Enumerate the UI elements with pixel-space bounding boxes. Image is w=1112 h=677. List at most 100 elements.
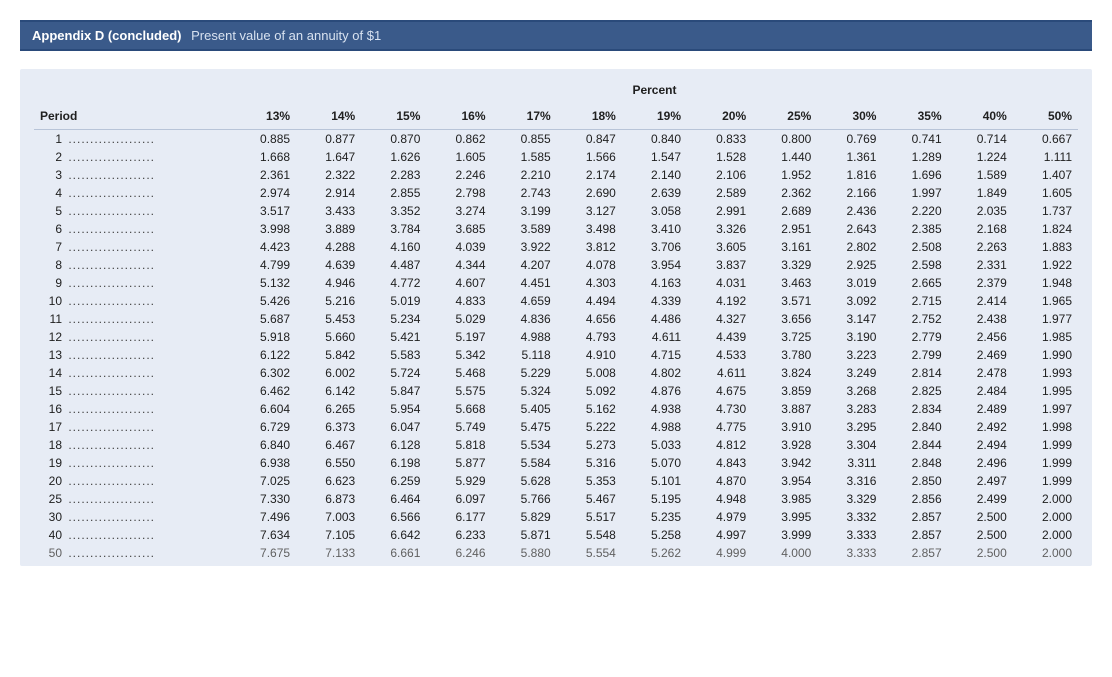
value-cell: 2.974: [231, 184, 296, 202]
table-row: 16 ....................6.6046.2655.9545.…: [34, 400, 1078, 418]
value-cell: 2.752: [882, 310, 947, 328]
value-cell: 1.289: [882, 148, 947, 166]
table-row: 25 ....................7.3306.8736.4646.…: [34, 490, 1078, 508]
value-cell: 2.643: [817, 220, 882, 238]
period-label: 12: [40, 330, 64, 344]
period-label: 17: [40, 420, 64, 434]
value-cell: 2.174: [557, 166, 622, 184]
value-cell: 2.497: [948, 472, 1013, 490]
value-cell: 2.331: [948, 256, 1013, 274]
value-cell: 2.508: [882, 238, 947, 256]
value-cell: 4.910: [557, 346, 622, 364]
value-cell: 3.928: [752, 436, 817, 454]
period-label: 10: [40, 294, 64, 308]
value-cell: 1.999: [1013, 436, 1078, 454]
value-cell: 2.639: [622, 184, 687, 202]
value-cell: 7.003: [296, 508, 361, 526]
value-cell: 4.799: [231, 256, 296, 274]
value-cell: 4.775: [687, 418, 752, 436]
period-cell: 18 ....................: [34, 436, 231, 454]
value-cell: 4.163: [622, 274, 687, 292]
value-cell: 1.605: [1013, 184, 1078, 202]
value-cell: 4.812: [687, 436, 752, 454]
value-cell: 5.222: [557, 418, 622, 436]
value-cell: 4.802: [622, 364, 687, 382]
value-cell: 3.999: [752, 526, 817, 544]
value-cell: 3.295: [817, 418, 882, 436]
leader-dots: ....................: [64, 330, 155, 344]
value-cell: 5.929: [426, 472, 491, 490]
value-cell: 6.198: [361, 454, 426, 472]
value-cell: 2.500: [948, 508, 1013, 526]
value-cell: 3.910: [752, 418, 817, 436]
value-cell: 1.990: [1013, 346, 1078, 364]
value-cell: 3.147: [817, 310, 882, 328]
value-cell: 2.798: [426, 184, 491, 202]
value-cell: 5.724: [361, 364, 426, 382]
period-cell: 3 ....................: [34, 166, 231, 184]
value-cell: 3.922: [492, 238, 557, 256]
value-cell: 4.997: [687, 526, 752, 544]
value-cell: 4.039: [426, 238, 491, 256]
value-cell: 1.952: [752, 166, 817, 184]
value-cell: 4.988: [492, 328, 557, 346]
period-label: 4: [40, 186, 64, 200]
value-cell: 7.133: [296, 544, 361, 562]
value-cell: 1.816: [817, 166, 882, 184]
value-cell: 6.265: [296, 400, 361, 418]
value-cell: 5.847: [361, 382, 426, 400]
table-wrap: Percent Period 13%14%15%16%17%18%19%20%2…: [20, 69, 1092, 566]
value-cell: 2.848: [882, 454, 947, 472]
value-cell: 6.002: [296, 364, 361, 382]
value-cell: 5.818: [426, 436, 491, 454]
period-label: 8: [40, 258, 64, 272]
col-header-12: 50%: [1013, 105, 1078, 130]
title-strong: Appendix D (concluded): [32, 28, 182, 43]
period-cell: 40 ....................: [34, 526, 231, 544]
value-cell: 5.273: [557, 436, 622, 454]
table-row: 5 ....................3.5173.4333.3523.2…: [34, 202, 1078, 220]
period-cell: 7 ....................: [34, 238, 231, 256]
value-cell: 2.840: [882, 418, 947, 436]
value-cell: 2.484: [948, 382, 1013, 400]
col-header-11: 40%: [948, 105, 1013, 130]
col-header-7: 20%: [687, 105, 752, 130]
title-sub: Present value of an annuity of $1: [191, 28, 381, 43]
leader-dots: ....................: [64, 474, 155, 488]
value-cell: 3.333: [817, 526, 882, 544]
value-cell: 5.162: [557, 400, 622, 418]
leader-dots: ....................: [64, 258, 155, 272]
period-label: 19: [40, 456, 64, 470]
value-cell: 2.489: [948, 400, 1013, 418]
value-cell: 3.942: [752, 454, 817, 472]
super-header-spacer: [34, 79, 231, 105]
value-cell: 2.283: [361, 166, 426, 184]
period-cell: 25 ....................: [34, 490, 231, 508]
value-cell: 3.223: [817, 346, 882, 364]
value-cell: 5.262: [622, 544, 687, 562]
value-cell: 4.192: [687, 292, 752, 310]
value-cell: 2.362: [752, 184, 817, 202]
leader-dots: ....................: [64, 456, 155, 470]
value-cell: 5.687: [231, 310, 296, 328]
table-row: 1 ....................0.8850.8770.8700.8…: [34, 130, 1078, 149]
value-cell: 2.000: [1013, 544, 1078, 562]
col-header-4: 17%: [492, 105, 557, 130]
value-cell: 0.862: [426, 130, 491, 149]
value-cell: 1.977: [1013, 310, 1078, 328]
value-cell: 4.303: [557, 274, 622, 292]
col-header-10: 35%: [882, 105, 947, 130]
value-cell: 3.268: [817, 382, 882, 400]
period-label: 25: [40, 492, 64, 506]
value-cell: 2.000: [1013, 526, 1078, 544]
value-cell: 6.467: [296, 436, 361, 454]
leader-dots: ....................: [64, 546, 155, 560]
value-cell: 4.494: [557, 292, 622, 310]
value-cell: 2.589: [687, 184, 752, 202]
table-row: 3 ....................2.3612.3222.2832.2…: [34, 166, 1078, 184]
value-cell: 5.033: [622, 436, 687, 454]
period-cell: 4 ....................: [34, 184, 231, 202]
value-cell: 5.426: [231, 292, 296, 310]
super-header-label: Percent: [231, 79, 1078, 105]
leader-dots: ....................: [64, 510, 155, 524]
